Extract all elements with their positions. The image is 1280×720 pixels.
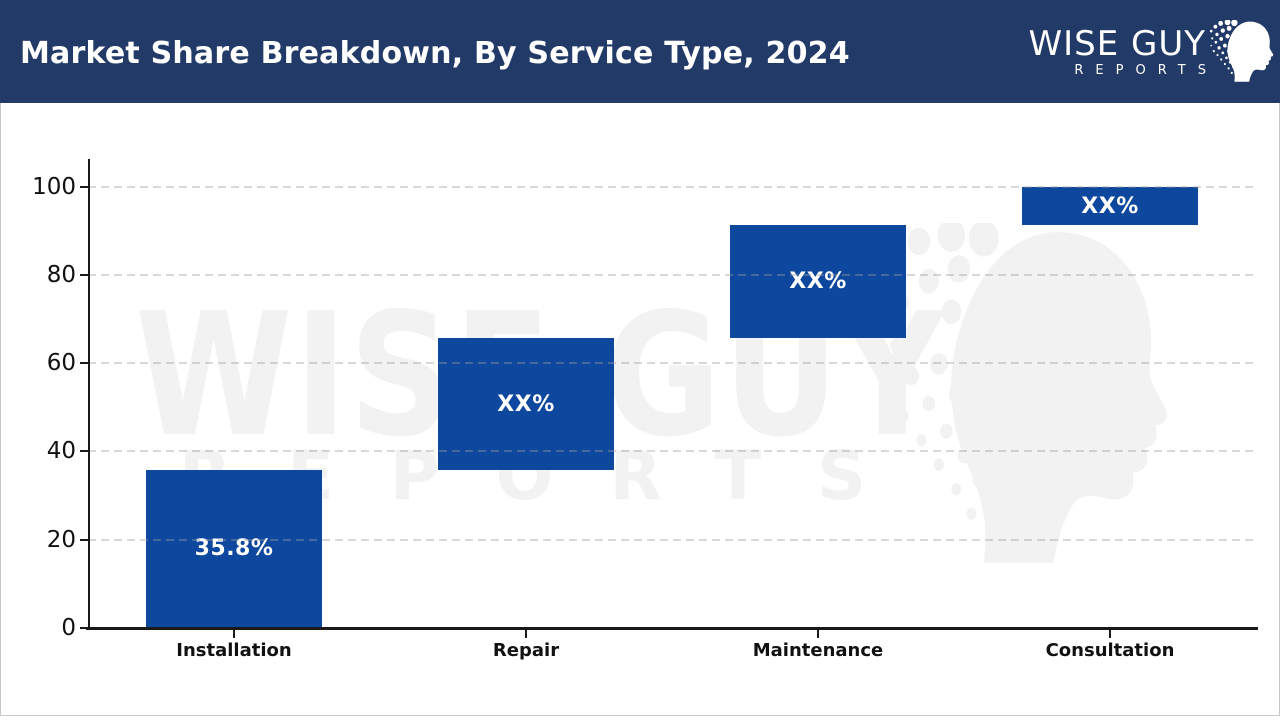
x-axis-line — [86, 627, 1258, 630]
y-tick-label-80: 80 — [46, 261, 76, 288]
wiseguy-face-icon — [1209, 20, 1274, 82]
x-tick-maintenance — [817, 630, 819, 638]
x-tick-label-repair: Repair — [492, 640, 560, 661]
bar-value-label-installation: 35.8% — [194, 536, 274, 562]
bar-value-label-maintenance: XX% — [789, 269, 847, 295]
logo-subtext: REPORTS — [1074, 63, 1218, 78]
bar-repair: XX% — [438, 338, 614, 470]
page-title: Market Share Breakdown, By Service Type,… — [20, 36, 850, 71]
x-tick-label-consultation: Consultation — [1045, 640, 1175, 661]
gridline-80 — [88, 273, 1256, 276]
x-tick-repair — [525, 630, 527, 638]
logo-wordmark: WISE GUY — [1028, 24, 1206, 64]
bar-value-label-consultation: XX% — [1081, 193, 1139, 219]
x-tick-label-maintenance: Maintenance — [752, 640, 884, 661]
y-tick-100 — [80, 185, 88, 188]
gridline-100 — [88, 185, 1256, 188]
x-tick-label-installation: Installation — [176, 640, 292, 661]
gridline-60 — [88, 362, 1256, 365]
gridline-20 — [88, 538, 1256, 541]
wiseguy-logo-text: WISE GUY REPORTS — [1028, 25, 1206, 79]
y-tick-label-40: 40 — [46, 438, 76, 465]
bar-maintenance: XX% — [730, 225, 906, 339]
y-tick-40 — [80, 450, 88, 453]
bar-value-label-repair: XX% — [497, 391, 555, 417]
bar-installation: 35.8% — [146, 469, 322, 628]
x-tick-consultation — [1109, 630, 1111, 638]
header: Market Share Breakdown, By Service Type,… — [0, 0, 1280, 103]
x-tick-installation — [233, 630, 235, 638]
y-tick-0 — [80, 627, 88, 629]
y-tick-80 — [80, 273, 88, 276]
y-tick-label-100: 100 — [32, 173, 76, 200]
bar-consultation: XX% — [1022, 186, 1198, 226]
gridline-40 — [88, 450, 1256, 453]
y-tick-label-60: 60 — [46, 350, 76, 377]
y-tick-label-0: 0 — [61, 615, 76, 641]
wiseguy-logo: WISE GUY REPORTS — [1028, 16, 1274, 88]
y-axis-line — [88, 159, 90, 629]
y-tick-20 — [80, 538, 88, 541]
y-tick-60 — [80, 362, 88, 365]
y-tick-label-20: 20 — [46, 526, 76, 553]
